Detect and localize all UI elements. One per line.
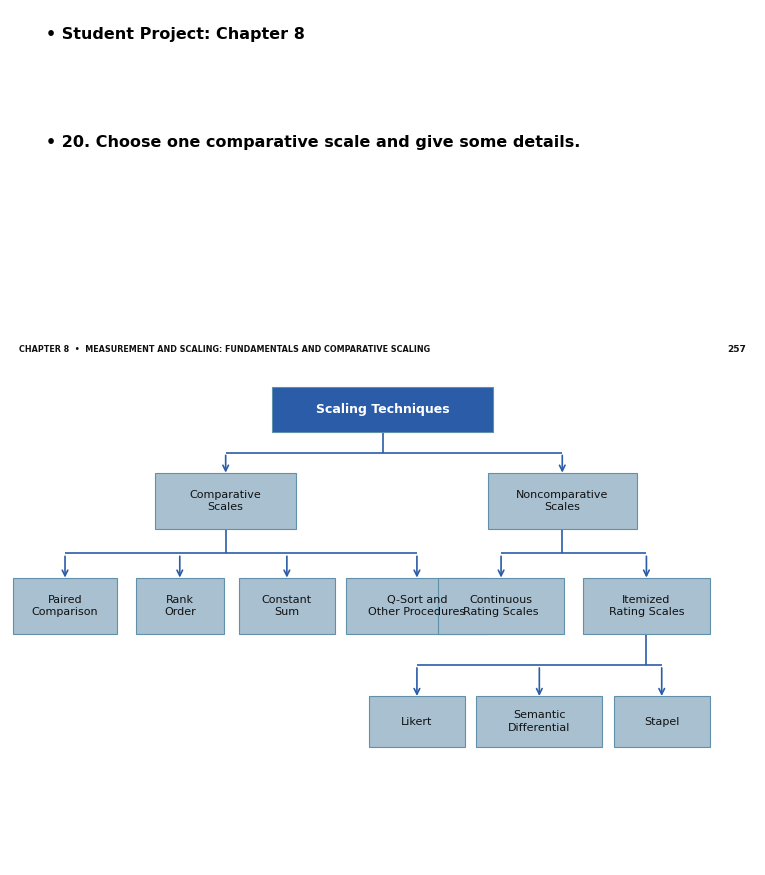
FancyBboxPatch shape — [239, 578, 334, 634]
Text: Continuous
Rating Scales: Continuous Rating Scales — [464, 595, 539, 617]
FancyBboxPatch shape — [476, 696, 603, 747]
Text: Itemized
Rating Scales: Itemized Rating Scales — [609, 595, 684, 617]
Text: Stapel: Stapel — [644, 717, 679, 726]
Text: 257: 257 — [727, 345, 746, 354]
FancyBboxPatch shape — [155, 473, 296, 529]
FancyBboxPatch shape — [438, 578, 564, 634]
Text: Scaling Techniques: Scaling Techniques — [316, 403, 449, 416]
Text: Semantic
Differential: Semantic Differential — [508, 710, 571, 733]
FancyBboxPatch shape — [487, 473, 636, 529]
Text: • Student Project: Chapter 8: • Student Project: Chapter 8 — [46, 27, 304, 42]
Text: Paired
Comparison: Paired Comparison — [31, 595, 99, 617]
FancyBboxPatch shape — [272, 387, 493, 432]
FancyBboxPatch shape — [136, 578, 223, 634]
Text: Noncomparative
Scales: Noncomparative Scales — [516, 490, 608, 512]
Text: Comparative
Scales: Comparative Scales — [190, 490, 262, 512]
Text: Q-Sort and
Other Procedures: Q-Sort and Other Procedures — [369, 595, 465, 617]
FancyBboxPatch shape — [346, 578, 487, 634]
FancyBboxPatch shape — [583, 578, 710, 634]
Text: • 20. Choose one comparative scale and give some details.: • 20. Choose one comparative scale and g… — [46, 135, 581, 150]
Text: Constant
Sum: Constant Sum — [262, 595, 312, 617]
FancyBboxPatch shape — [14, 578, 117, 634]
Text: Rank
Order: Rank Order — [164, 595, 196, 617]
Text: CHAPTER 8  •  MEASUREMENT AND SCALING: FUNDAMENTALS AND COMPARATIVE SCALING: CHAPTER 8 • MEASUREMENT AND SCALING: FUN… — [19, 345, 430, 354]
FancyBboxPatch shape — [614, 696, 710, 747]
Text: Likert: Likert — [401, 717, 433, 726]
FancyBboxPatch shape — [369, 696, 464, 747]
